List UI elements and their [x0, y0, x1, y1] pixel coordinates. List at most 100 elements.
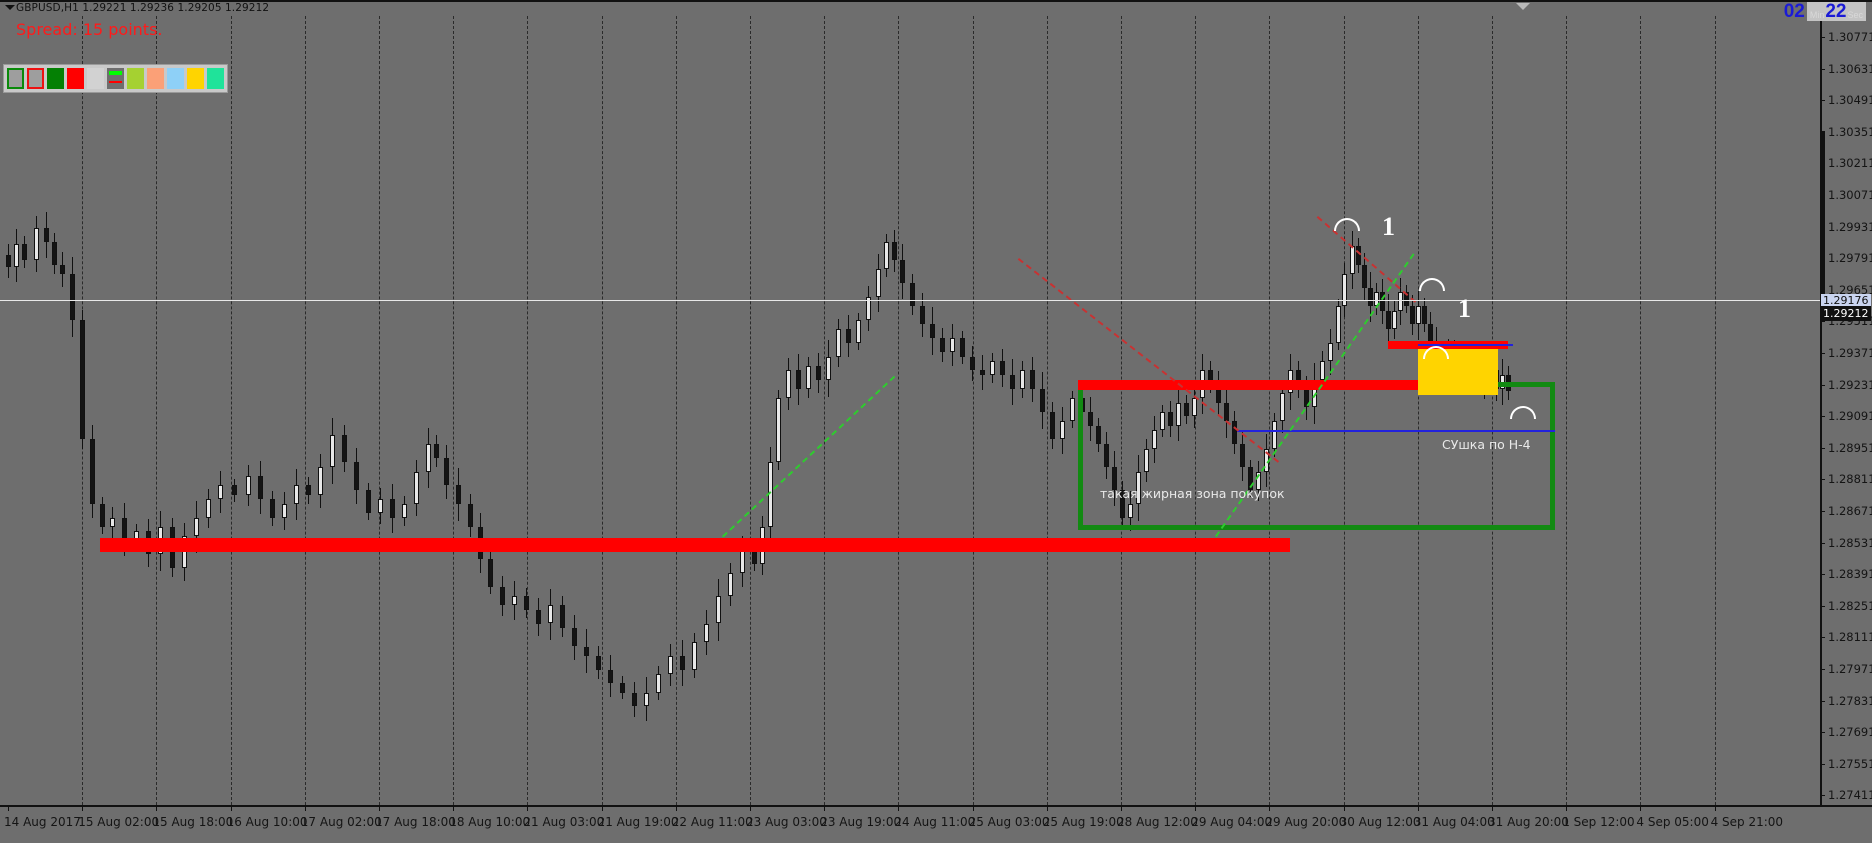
clock-sec-label: Sec: [1847, 10, 1863, 20]
candle-body: [1104, 444, 1109, 468]
candle-body: [656, 674, 661, 693]
palette-line-green: [109, 71, 122, 75]
candle-body: [1020, 370, 1025, 389]
price-tick-label: 1.27551: [1828, 756, 1872, 771]
time-tick-label: 30 Aug 12:00: [1339, 815, 1421, 829]
candle-body: [14, 243, 19, 267]
panel-collapse-icon[interactable]: [1516, 3, 1530, 10]
time-tick-label: 16 Aug 10:00: [226, 815, 308, 829]
time-tick-label: 23 Aug 19:00: [820, 815, 902, 829]
price-tick-label: 1.28251: [1828, 598, 1872, 613]
palette-swatch-light-gray[interactable]: [87, 68, 104, 89]
candle-body: [330, 434, 335, 468]
candle-body: [1040, 388, 1045, 412]
time-tick-label: 25 Aug 19:00: [1042, 815, 1124, 829]
candle-body: [608, 669, 613, 684]
candle-body: [1256, 471, 1261, 491]
time-tick: [1269, 805, 1271, 811]
time-tick-label: 4 Sep 05:00: [1636, 815, 1709, 829]
palette-swatch-gold[interactable]: [187, 68, 204, 89]
time-tick-label: 31 Aug 04:00: [1413, 815, 1495, 829]
candle-body: [426, 444, 431, 472]
price-tick: [1820, 542, 1825, 544]
candle-body: [1374, 292, 1379, 307]
price-tick-label: 1.29091: [1828, 409, 1872, 424]
palette-swatch-dark-green[interactable]: [47, 68, 64, 89]
buy-zone-box[interactable]: [1078, 382, 1555, 530]
vertical-gridline: [1714, 16, 1716, 805]
candle-body: [1070, 398, 1075, 422]
palette-swatch-spring-green[interactable]: [207, 68, 224, 89]
time-tick-label: 15 Aug 02:00: [78, 815, 160, 829]
candle-body: [1144, 448, 1149, 472]
vertical-gridline: [1417, 16, 1419, 805]
palette-swatch-sky-blue[interactable]: [167, 68, 184, 89]
time-tick: [453, 805, 455, 811]
time-scale[interactable]: 14 Aug 2017 15 Aug 02:00 15 Aug 18:00 16 Au…: [0, 805, 1872, 843]
time-tick: [1046, 805, 1048, 811]
candle-body: [1030, 370, 1035, 389]
price-tick: [1820, 479, 1825, 481]
consolidation-top-line[interactable]: [1418, 344, 1513, 346]
price-tick-label: 1.28811: [1828, 472, 1872, 487]
price-scale-thumb[interactable]: [1820, 131, 1825, 291]
candle-body: [282, 503, 287, 518]
downtrend-line-secondary[interactable]: [1316, 216, 1417, 303]
price-tick: [1820, 447, 1825, 449]
current-price-line: [0, 300, 1820, 301]
candle-body: [572, 628, 577, 647]
candle-body: [980, 370, 985, 376]
price-tick-label: 1.30491: [1828, 93, 1872, 108]
candle-body: [920, 306, 925, 325]
time-tick: [527, 805, 529, 811]
bid-price-badge: 1.29176: [1821, 294, 1871, 307]
chart-plot-area[interactable]: 1 1 такая жирная зона покупок СУшка по H…: [0, 16, 1820, 805]
candle-body: [34, 227, 39, 261]
palette-line-red: [109, 81, 122, 83]
palette-swatch-red[interactable]: [67, 68, 84, 89]
palette-swatch-green-red-lines[interactable]: [107, 68, 124, 89]
support-zone-major[interactable]: [100, 538, 1290, 552]
chevron-down-icon[interactable]: [5, 5, 15, 10]
palette-swatch-green-outline[interactable]: [7, 68, 24, 89]
color-palette-toolbar[interactable]: [3, 64, 228, 93]
candle-body: [22, 243, 27, 261]
uptrend-line-main[interactable]: [722, 375, 896, 538]
price-scale[interactable]: 1.30771 1.30631 1.30491 1.30351 1.30211 1.300…: [1820, 16, 1872, 805]
candle-body: [110, 517, 115, 527]
time-tick: [601, 805, 603, 811]
candle-body: [1240, 444, 1245, 468]
time-tick-label: 25 Aug 03:00: [968, 815, 1050, 829]
candle-body: [1112, 467, 1117, 491]
vertical-gridline: [156, 16, 158, 805]
palette-swatch-red-outline[interactable]: [27, 68, 44, 89]
candle-body: [1410, 306, 1415, 325]
resistance-zone-lower[interactable]: [1078, 380, 1498, 390]
palette-swatch-yellow-green[interactable]: [127, 68, 144, 89]
price-axis-line: [1820, 16, 1822, 805]
candle-body: [218, 485, 223, 500]
candle-body: [940, 338, 945, 353]
candle-body: [1060, 421, 1065, 440]
candle-body: [884, 241, 889, 270]
time-tick: [8, 805, 9, 811]
candle-body: [294, 485, 299, 504]
candle-body: [182, 536, 187, 569]
candle-body: [1224, 402, 1229, 422]
candle-body: [1404, 292, 1409, 307]
price-tick-label: 1.30631: [1828, 61, 1872, 76]
candle-body: [1152, 430, 1157, 449]
candle-body: [434, 444, 439, 458]
price-tick: [1820, 226, 1825, 228]
candle-body: [342, 434, 347, 463]
candle-body: [1380, 292, 1385, 311]
candle-body: [378, 499, 383, 514]
candle-body: [1000, 361, 1005, 376]
candle-body: [100, 503, 105, 527]
price-tick: [1820, 100, 1825, 102]
candle-body: [444, 457, 449, 486]
palette-swatch-salmon[interactable]: [147, 68, 164, 89]
h4-drying-line[interactable]: [1237, 430, 1555, 432]
vertical-gridline: [750, 16, 751, 805]
wave-label-2: 1: [1458, 294, 1471, 323]
